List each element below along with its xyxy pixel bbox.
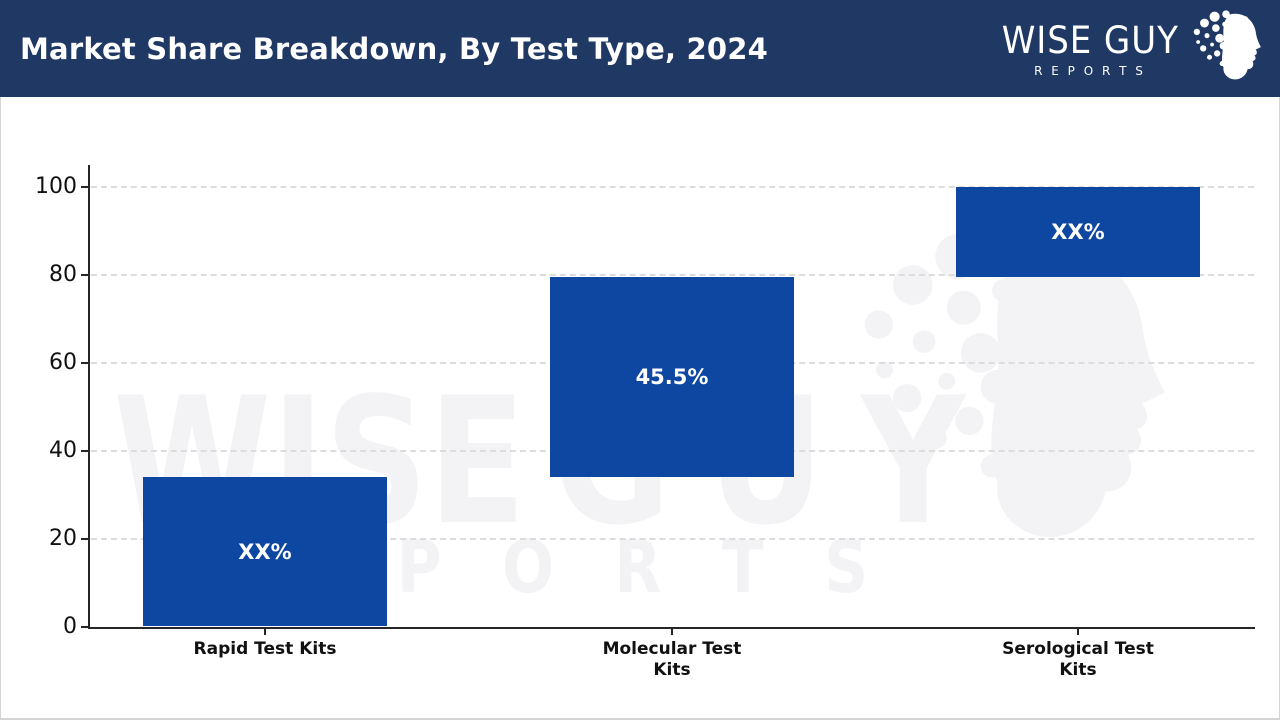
x-category-label: Serological Test Kits — [1002, 638, 1154, 680]
bar-chart-plot: 0 20 40 60 80 100 XX% Rapid Test Kits 45.5% Molec… — [1, 97, 1279, 718]
y-tick-label: 20 — [49, 525, 77, 551]
bar-value-label: XX% — [238, 539, 292, 564]
chart-title: Market Share Breakdown, By Test Type, 20… — [20, 31, 769, 66]
y-tick-mark — [81, 273, 89, 276]
y-tick-label: 100 — [35, 174, 77, 199]
y-tick-mark — [81, 186, 89, 188]
bar-value-label: 45.5% — [635, 365, 709, 390]
y-tick-label: 80 — [49, 261, 77, 287]
x-tick-mark — [671, 629, 673, 635]
y-gridline — [91, 537, 1254, 540]
wiseguy-logo: WISE GUY R E P O R T S — [994, 6, 1264, 92]
y-gridline — [91, 186, 1254, 188]
logo-face-icon — [1188, 6, 1264, 92]
y-tick-mark — [81, 449, 89, 452]
x-axis-spine — [88, 626, 1255, 629]
y-axis-spine — [88, 165, 90, 629]
chart-canvas: WISE GUY R E P O R T S 020406080100XX%Ra… — [0, 97, 1280, 720]
x-category-label: Molecular Test Kits — [602, 638, 742, 680]
y-tick-mark — [81, 537, 89, 540]
x-category-label: Rapid Test Kits — [193, 638, 337, 659]
bar-segment-2: 45.5% — [550, 277, 794, 478]
logo-brand-text: WISE GUY — [1001, 19, 1179, 62]
bar-segment-3: XX% — [956, 187, 1200, 278]
logo-reports-text: R E P O R T S — [1034, 64, 1146, 78]
bar-segment-1: XX% — [143, 477, 387, 627]
logo-text: WISE GUY R E P O R T S — [994, 19, 1186, 78]
bar-value-label: XX% — [1051, 220, 1105, 245]
y-tick-mark — [81, 361, 89, 364]
y-tick-mark — [81, 625, 89, 628]
y-tick-label: 40 — [49, 437, 77, 463]
y-gridline — [91, 273, 1254, 276]
x-tick-mark — [264, 629, 266, 635]
y-tick-label: 60 — [49, 349, 77, 375]
header-bar: Market Share Breakdown, By Test Type, 20… — [0, 0, 1280, 97]
x-tick-mark — [1077, 629, 1079, 635]
y-tick-label: 0 — [63, 613, 77, 639]
